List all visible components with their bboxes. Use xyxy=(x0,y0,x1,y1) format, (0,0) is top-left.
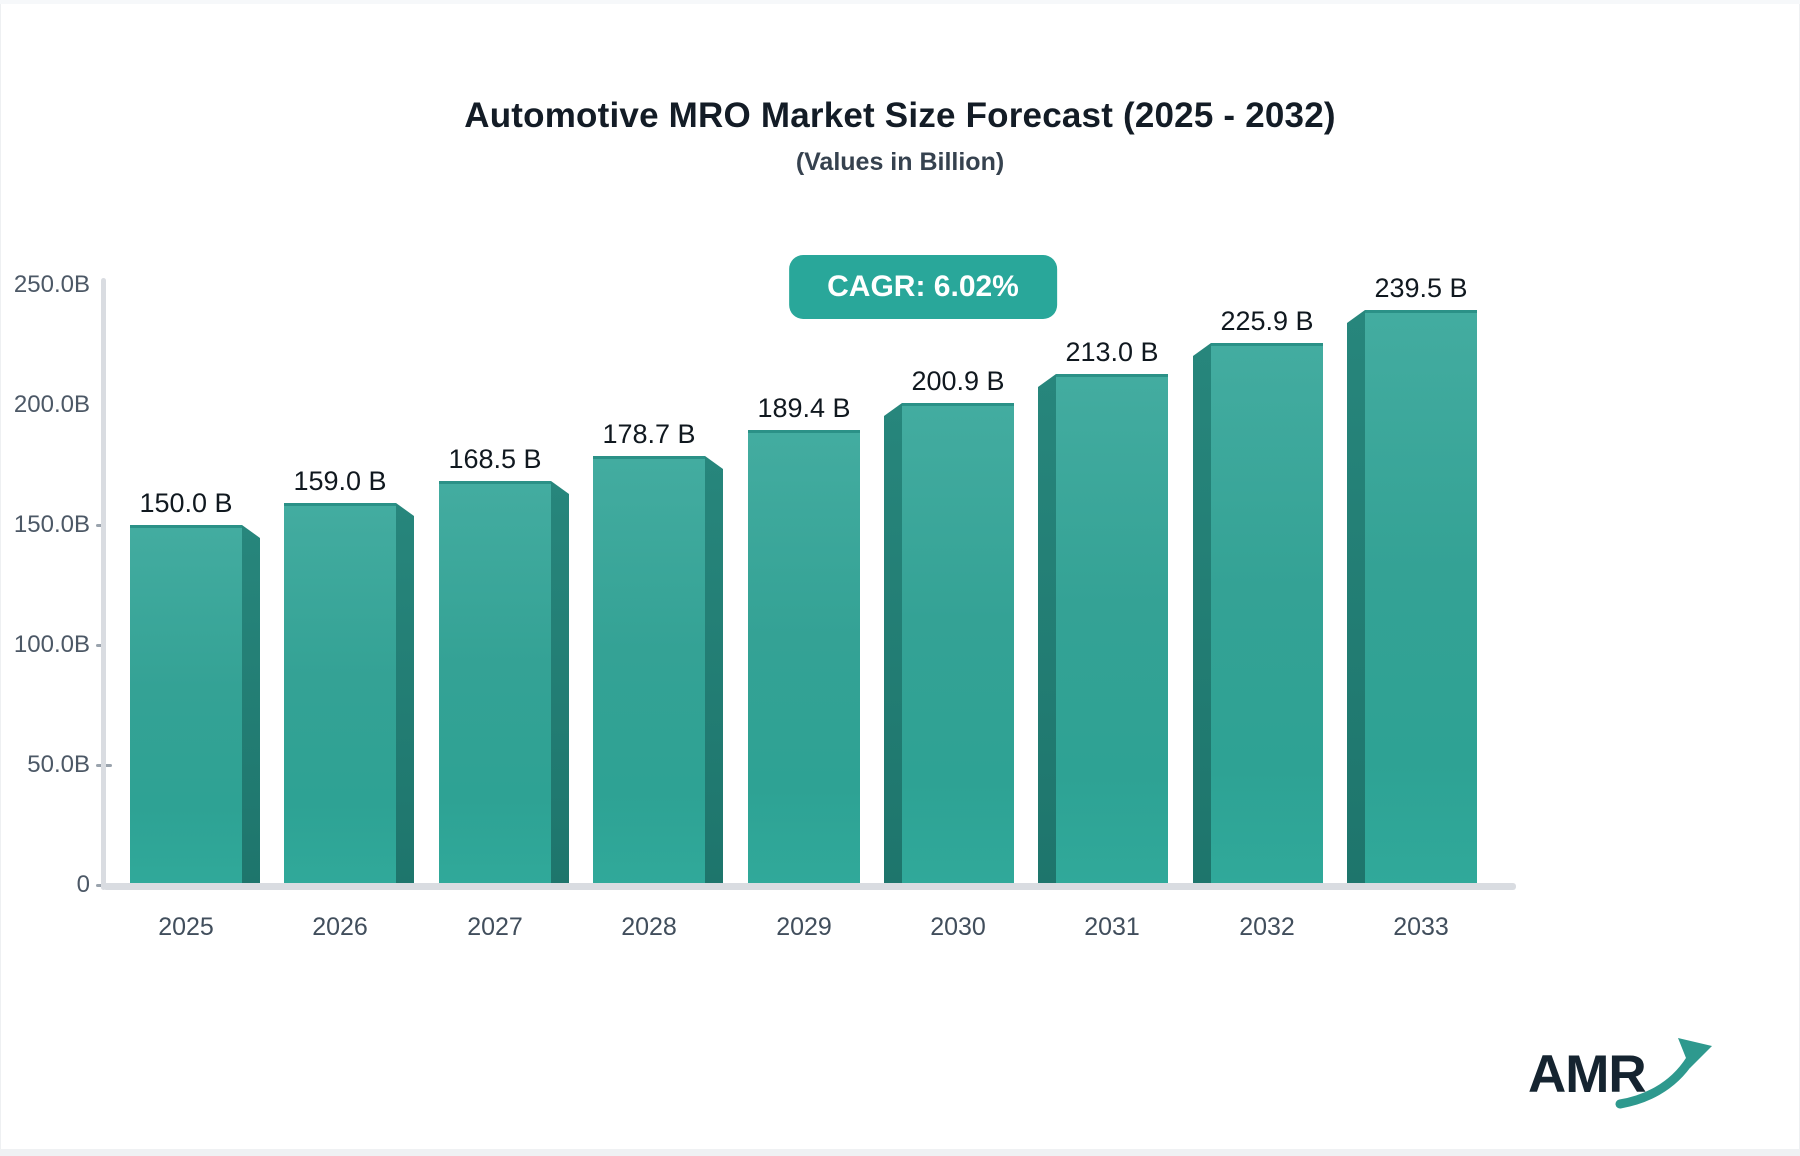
growth-arrow-icon xyxy=(1615,1038,1712,1109)
x-axis-label: 2030 xyxy=(930,913,986,941)
bar-face xyxy=(902,403,1014,885)
bar-value-label: 150.0 B xyxy=(139,488,233,518)
bar-side-shadow xyxy=(242,525,260,885)
y-axis-label: 250.0B xyxy=(13,271,90,298)
y-axis-tick xyxy=(96,524,103,527)
cagr-badge: CAGR: 6.02% xyxy=(789,255,1057,319)
bar-2033 xyxy=(1347,310,1477,885)
bar-value-label: 178.7 B xyxy=(602,419,696,449)
y-axis-label: 150.0B xyxy=(13,511,90,538)
x-axis-label: 2026 xyxy=(312,913,368,941)
y-axis-label: 0 xyxy=(76,871,90,898)
bar-2029 xyxy=(748,430,860,885)
bar-value-label: 168.5 B xyxy=(448,444,542,474)
bar-2032 xyxy=(1193,343,1323,885)
bar-side-shadow xyxy=(551,481,569,885)
bar-face xyxy=(1056,374,1168,885)
bar-face xyxy=(748,430,860,885)
bar-value-label: 225.9 B xyxy=(1220,306,1314,336)
x-axis-label: 2027 xyxy=(467,913,523,941)
x-axis-label: 2032 xyxy=(1239,913,1295,941)
bar-2027 xyxy=(439,481,569,885)
bar-face xyxy=(130,525,242,885)
bar-side-shadow xyxy=(884,403,902,885)
bar-side-shadow xyxy=(396,503,414,885)
bar-side-shadow xyxy=(1347,310,1365,885)
x-axis-label: 2025 xyxy=(158,913,214,941)
page-bottom-edge xyxy=(0,1149,1800,1156)
x-axis-label: 2033 xyxy=(1393,913,1449,941)
bar-face xyxy=(593,456,705,885)
bar-value-label: 159.0 B xyxy=(293,466,387,496)
bar-face xyxy=(1211,343,1323,885)
bar-value-label: 239.5 B xyxy=(1374,273,1468,303)
y-axis-tick xyxy=(96,644,103,647)
x-axis-label: 2029 xyxy=(776,913,832,941)
bar-face xyxy=(284,503,396,885)
bar-side-shadow xyxy=(705,456,723,885)
bar-2030 xyxy=(884,403,1014,885)
chart-title: Automotive MRO Market Size Forecast (202… xyxy=(464,96,1336,135)
y-axis-label: 200.0B xyxy=(13,391,90,418)
bar-face xyxy=(1365,310,1477,885)
bar-side-shadow xyxy=(1193,343,1211,885)
y-axis-line xyxy=(101,278,106,890)
bar-2025 xyxy=(130,525,260,885)
bar-2031 xyxy=(1038,374,1168,885)
bar-value-label: 213.0 B xyxy=(1065,337,1159,367)
y-axis-label: 100.0B xyxy=(13,631,90,658)
bar-value-label: 200.9 B xyxy=(911,366,1005,396)
bar-side-shadow xyxy=(1038,374,1056,885)
bar-2028 xyxy=(593,456,723,885)
bar-2026 xyxy=(284,503,414,885)
x-axis-label: 2031 xyxy=(1084,913,1140,941)
x-axis-label: 2028 xyxy=(621,913,677,941)
chart-subtitle: (Values in Billion) xyxy=(795,148,1005,176)
bar-value-label: 189.4 B xyxy=(757,393,851,423)
x-axis-line xyxy=(103,883,1516,890)
amr-logo: AMR xyxy=(1528,1036,1738,1126)
amr-logo-text: AMR xyxy=(1528,1045,1647,1104)
y-axis-label: 50.0B xyxy=(27,751,90,778)
page-top-edge xyxy=(0,0,1800,4)
bar-face xyxy=(439,481,551,885)
